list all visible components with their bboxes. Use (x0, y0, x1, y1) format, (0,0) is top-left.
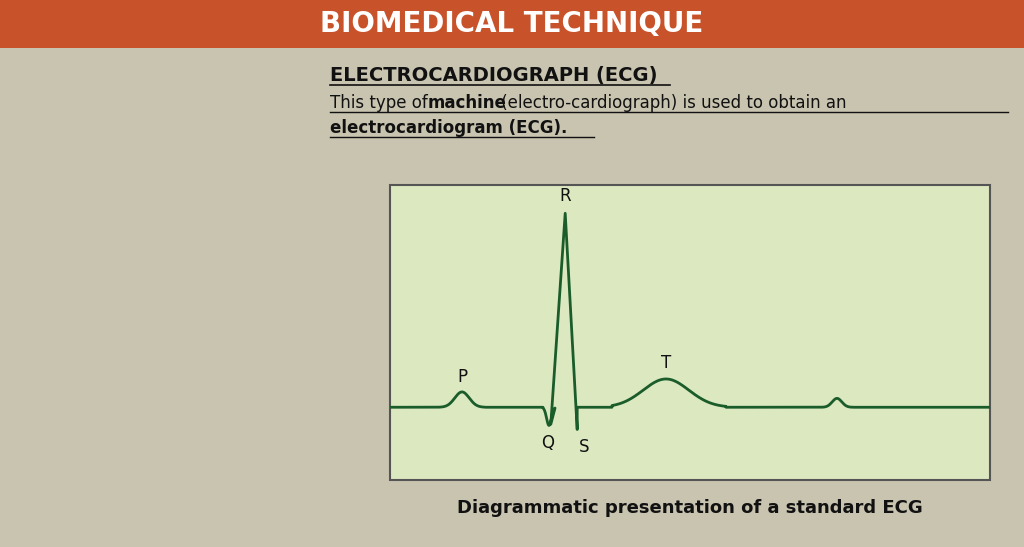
Text: P: P (457, 368, 467, 386)
Text: S: S (579, 438, 589, 456)
Text: (electro-cardiograph) is used to obtain an: (electro-cardiograph) is used to obtain … (496, 94, 847, 112)
Text: ELECTROCARDIOGRAPH (ECG): ELECTROCARDIOGRAPH (ECG) (330, 67, 657, 85)
Bar (0, 0, 1024, 48)
Text: Diagrammatic presentation of a standard ECG: Diagrammatic presentation of a standard … (457, 499, 923, 517)
Bar (390, 185, 990, 480)
Text: Q: Q (541, 434, 554, 451)
Text: This type of: This type of (330, 94, 433, 112)
Text: machine: machine (428, 94, 507, 112)
Text: T: T (660, 354, 671, 372)
Text: electrocardiogram (ECG).: electrocardiogram (ECG). (330, 119, 567, 137)
Text: BIOMEDICAL TECHNIQUE: BIOMEDICAL TECHNIQUE (321, 10, 703, 38)
Text: R: R (559, 187, 571, 205)
